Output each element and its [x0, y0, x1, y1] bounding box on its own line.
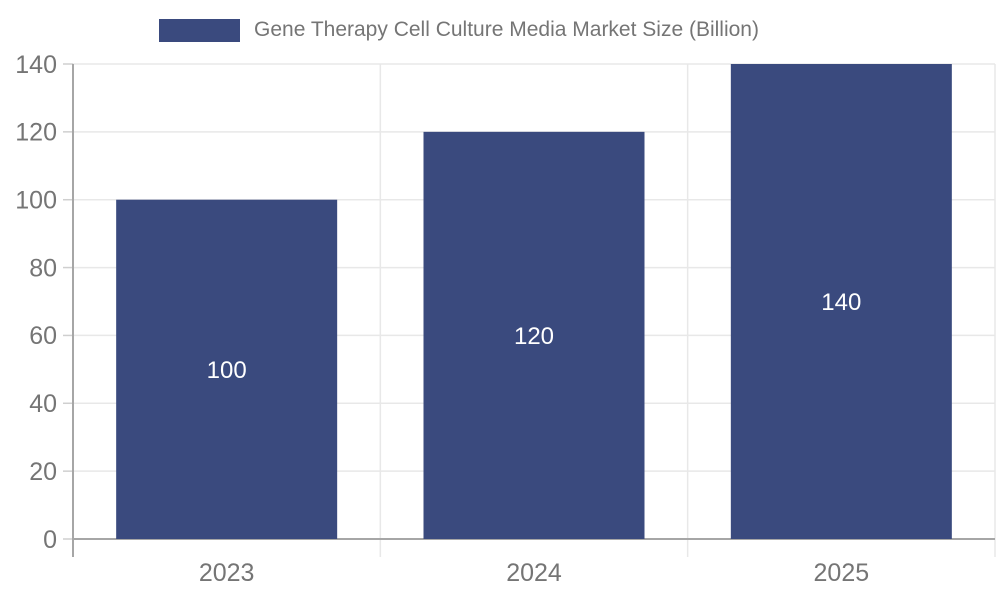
bar-value-label: 120 — [514, 323, 554, 350]
y-tick-label: 40 — [29, 390, 57, 418]
y-tick-label: 20 — [29, 458, 57, 486]
bar-2025 — [730, 64, 952, 539]
y-tick-label: 140 — [15, 51, 57, 79]
legend-swatch — [159, 18, 240, 42]
y-tick-label: 120 — [15, 119, 57, 147]
x-tick-label: 2024 — [506, 559, 562, 587]
bar-2023 — [116, 199, 338, 539]
y-tick-label: 100 — [15, 186, 57, 214]
chart-legend: Gene Therapy Cell Culture Media Market S… — [159, 17, 759, 43]
bar-value-label: 100 — [207, 357, 247, 384]
y-tick-label: 0 — [43, 526, 57, 554]
chart-title: Gene Therapy Cell Culture Media Market S… — [254, 18, 759, 41]
bar-value-label: 140 — [821, 289, 861, 316]
bar-2024 — [423, 131, 645, 539]
x-tick-label: 2023 — [199, 559, 255, 587]
x-tick-label: 2025 — [814, 559, 870, 587]
y-tick-label: 80 — [29, 254, 57, 282]
y-tick-label: 60 — [29, 322, 57, 350]
